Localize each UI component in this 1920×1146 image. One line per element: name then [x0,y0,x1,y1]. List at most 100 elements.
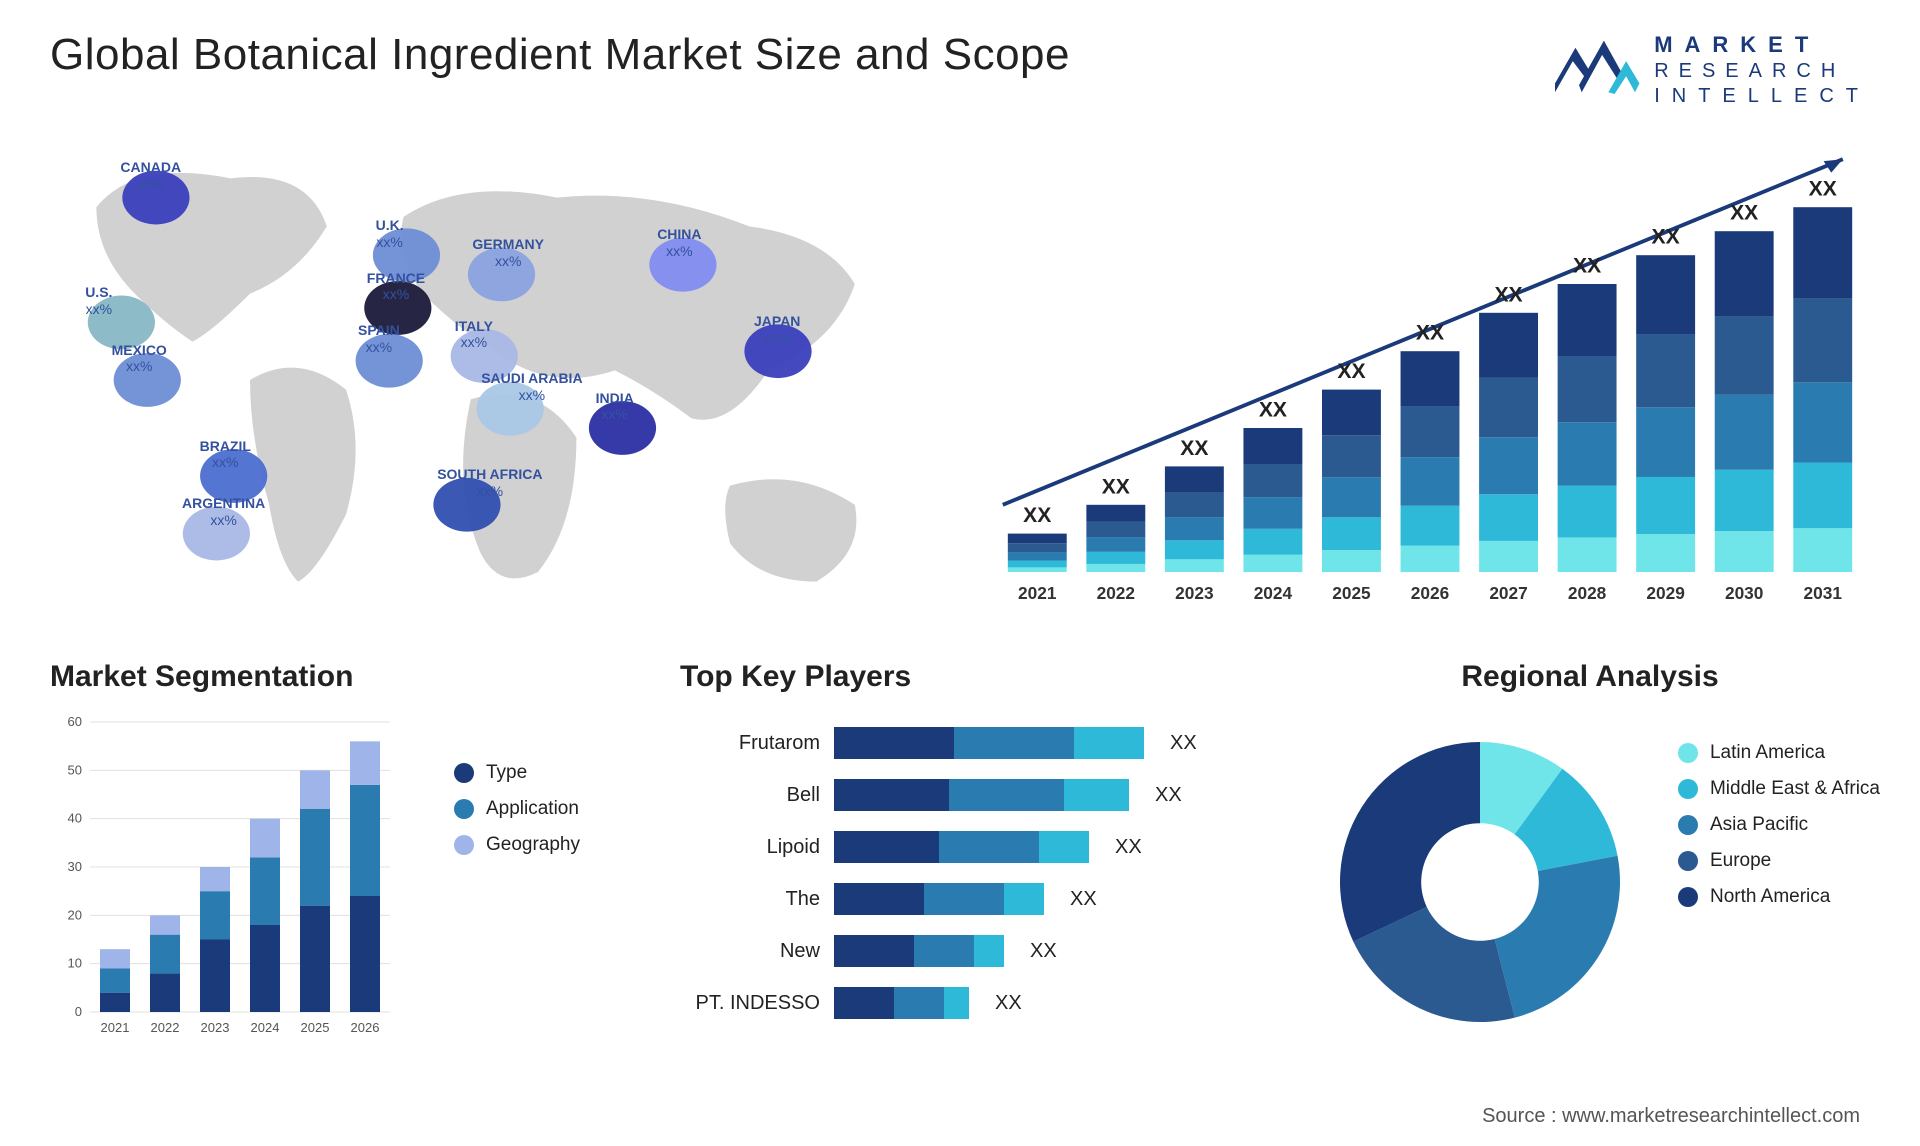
key-player-value: XX [1115,836,1142,859]
source-text: Source : www.marketresearchintellect.com [1482,1105,1860,1128]
svg-text:2027: 2027 [1489,583,1527,603]
svg-text:2024: 2024 [251,1020,280,1035]
regional-panel: Regional Analysis Latin AmericaMiddle Ea… [1310,660,1870,1080]
map-label-canada: CANADAxx% [120,159,181,193]
svg-text:60: 60 [68,714,82,729]
svg-text:2030: 2030 [1725,583,1763,603]
svg-text:20: 20 [68,907,82,922]
svg-text:2025: 2025 [301,1020,330,1035]
key-player-name: PT. INDESSO [680,992,820,1015]
segmentation-title: Market Segmentation [50,660,610,694]
svg-text:30: 30 [68,859,82,874]
key-player-name: Frutarom [680,732,820,755]
key-player-value: XX [1030,940,1057,963]
key-player-bar [834,727,1144,759]
map-label-u-k-: U.K.xx% [376,217,404,251]
svg-text:2023: 2023 [1175,583,1213,603]
map-label-germany: GERMANYxx% [472,236,544,270]
svg-text:2021: 2021 [101,1020,130,1035]
svg-text:0: 0 [75,1004,82,1019]
key-player-bar [834,935,1004,967]
svg-text:XX: XX [1259,398,1287,421]
regional-legend-item: Middle East & Africa [1678,778,1880,800]
key-player-row: Bell XX [680,774,1240,816]
key-player-row: New XX [680,930,1240,972]
map-label-india: INDIAxx% [596,390,634,424]
regional-title: Regional Analysis [1310,660,1870,694]
svg-text:2026: 2026 [1411,583,1449,603]
svg-text:XX: XX [1416,322,1444,345]
key-players-panel: Top Key Players Frutarom XX Bell XX Lipoid XX… [680,660,1240,1080]
key-player-bar [834,987,969,1019]
map-label-south-africa: SOUTH AFRICAxx% [437,466,542,500]
svg-text:2028: 2028 [1568,583,1607,603]
svg-text:XX: XX [1494,283,1522,306]
key-player-bar [834,831,1089,863]
key-player-name: New [680,940,820,963]
logo-icon [1550,30,1640,110]
svg-text:XX: XX [1809,178,1837,201]
svg-text:XX: XX [1102,475,1130,498]
segmentation-chart: 0 10 20 30 40 50 60 2021 2022 2023 2024 2025 2026 Ty… [50,712,610,1052]
map-label-china: CHINAxx% [657,226,701,260]
segmentation-legend-item: Application [454,798,580,820]
regional-legend-item: Latin America [1678,742,1880,764]
map-label-italy: ITALYxx% [455,318,493,352]
svg-text:2031: 2031 [1804,583,1843,603]
svg-text:40: 40 [68,811,82,826]
segmentation-legend-item: Type [454,762,580,784]
svg-text:2026: 2026 [351,1020,380,1035]
key-player-name: Bell [680,784,820,807]
svg-text:50: 50 [68,762,82,777]
svg-text:XX: XX [1180,437,1208,460]
segmentation-legend-item: Geography [454,834,580,856]
map-label-mexico: MEXICOxx% [112,342,167,376]
svg-text:XX: XX [1730,202,1758,225]
key-player-value: XX [995,992,1022,1015]
key-players-title: Top Key Players [680,660,1240,694]
svg-text:XX: XX [1023,504,1051,527]
map-label-saudi-arabia: SAUDI ARABIAxx% [481,370,582,404]
svg-text:2029: 2029 [1646,583,1684,603]
logo-line1: MARKET [1654,31,1870,59]
svg-text:2023: 2023 [201,1020,230,1035]
map-label-spain: SPAINxx% [358,322,400,356]
key-player-bar [834,883,1044,915]
brand-logo: MARKET RESEARCH INTELLECT [1550,30,1870,110]
segmentation-panel: Market Segmentation 0 10 20 30 40 50 60 2021 202… [50,660,610,1080]
map-label-japan: JAPANxx% [754,313,800,347]
key-player-value: XX [1155,784,1182,807]
key-player-name: Lipoid [680,836,820,859]
svg-text:2021: 2021 [1018,583,1057,603]
main-bar-chart: XX 2021 XX 2022 XX 2023 XX 2024 XX 2025 XX 2026 XX 20… [990,140,1870,620]
map-label-argentina: ARGENTINAxx% [182,495,265,529]
svg-text:2025: 2025 [1332,583,1371,603]
regional-legend-item: North America [1678,886,1880,908]
svg-text:2022: 2022 [1097,583,1135,603]
key-player-row: Lipoid XX [680,826,1240,868]
svg-text:XX: XX [1652,226,1680,249]
key-player-value: XX [1070,888,1097,911]
page-title: Global Botanical Ingredient Market Size … [50,30,1070,80]
regional-legend-item: Asia Pacific [1678,814,1880,836]
svg-text:2022: 2022 [151,1020,180,1035]
svg-text:XX: XX [1337,360,1365,383]
logo-line2: RESEARCH [1654,59,1870,84]
key-player-row: The XX [680,878,1240,920]
key-player-name: The [680,888,820,911]
key-player-row: Frutarom XX [680,722,1240,764]
regional-chart: Latin AmericaMiddle East & AfricaAsia Pa… [1310,712,1870,1052]
key-player-bar [834,779,1129,811]
map-label-u-s-: U.S.xx% [85,284,112,318]
svg-text:XX: XX [1573,254,1601,277]
svg-text:2024: 2024 [1254,583,1293,603]
key-player-value: XX [1170,732,1197,755]
map-label-france: FRANCExx% [367,270,425,304]
world-map: CANADAxx% U.S.xx%MEXICOxx% BRAZILxx% ARGENT… [50,140,930,620]
regional-legend-item: Europe [1678,850,1880,872]
svg-text:10: 10 [68,956,82,971]
logo-line3: INTELLECT [1654,84,1870,109]
key-players-chart: FrutaromXXBellXXLipoidXXTheXXNewXXPT. IN… [680,712,1240,1052]
map-label-brazil: BRAZILxx% [200,438,251,472]
key-player-row: PT. INDESSO XX [680,982,1240,1024]
